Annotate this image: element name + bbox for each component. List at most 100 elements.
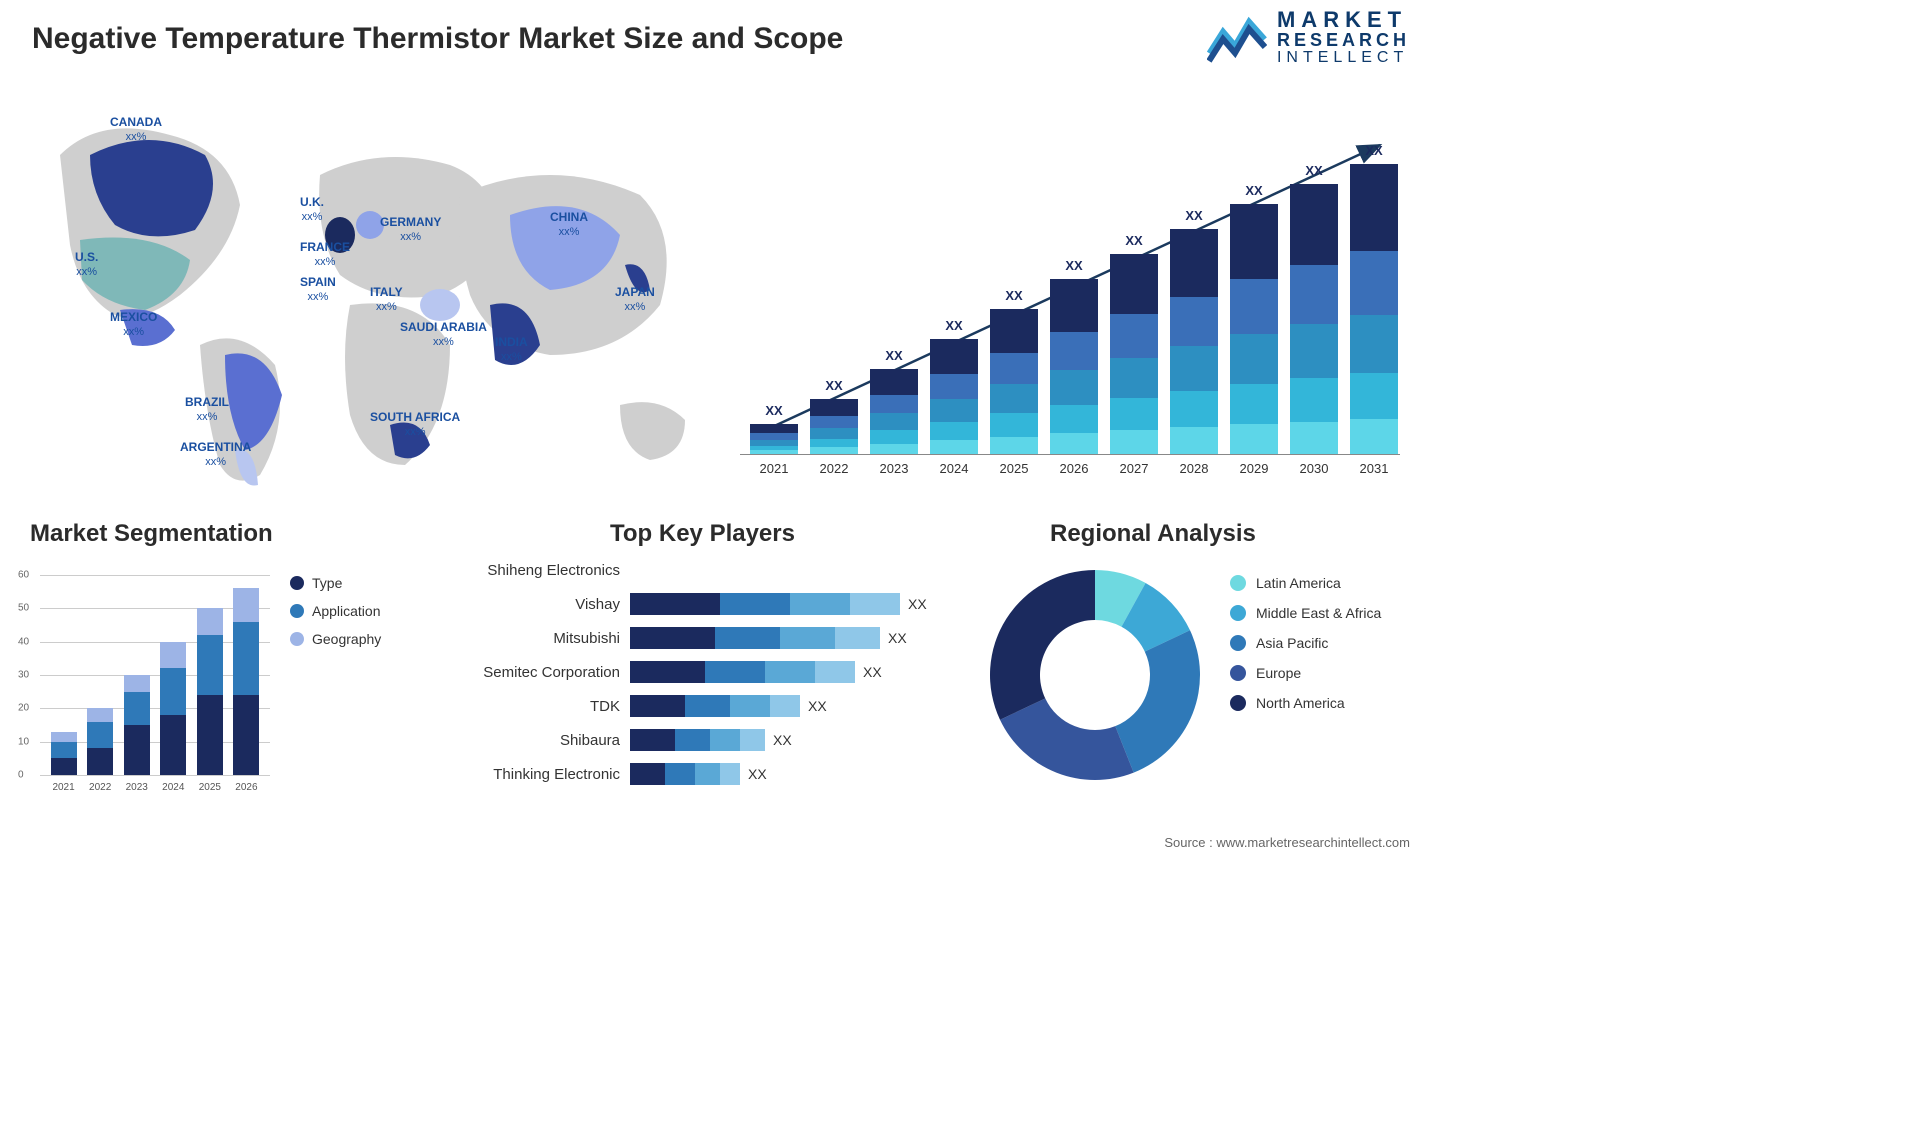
- main-bar: [810, 399, 858, 454]
- kp-label: Vishay: [450, 596, 630, 613]
- brand-logo: MARKET RESEARCH INTELLECT: [1207, 8, 1410, 67]
- kp-bar: [630, 661, 855, 683]
- main-bar-segment: [930, 374, 978, 399]
- kp-label: Thinking Electronic: [450, 766, 630, 783]
- kp-bar-segment: [835, 627, 880, 649]
- main-bar-segment: [1110, 430, 1158, 454]
- map-label: SAUDI ARABIAxx%: [400, 320, 487, 350]
- main-bar-value: XX: [1170, 208, 1218, 223]
- regional-legend: Latin AmericaMiddle East & AfricaAsia Pa…: [1230, 575, 1381, 725]
- kp-bar-segment: [695, 763, 720, 785]
- main-bar-segment: [870, 413, 918, 430]
- donut-slice: [1115, 630, 1200, 772]
- legend-item: Geography: [290, 631, 381, 647]
- seg-bar-segment: [197, 635, 223, 695]
- legend-swatch: [290, 604, 304, 618]
- main-bar-segment: [930, 399, 978, 422]
- map-label: JAPANxx%: [615, 285, 655, 315]
- kp-row: VishayXX: [450, 589, 970, 619]
- source-line: Source : www.marketresearchintellect.com: [1164, 835, 1410, 850]
- seg-bar-segment: [51, 742, 77, 759]
- kp-value: XX: [888, 630, 907, 646]
- kp-value: XX: [863, 664, 882, 680]
- regional-title: Regional Analysis: [1050, 520, 1256, 548]
- map-label: MEXICOxx%: [110, 310, 157, 340]
- seg-bar-segment: [124, 675, 150, 692]
- kp-bar-segment: [665, 763, 695, 785]
- legend-swatch: [1230, 665, 1246, 681]
- main-bar-segment: [1350, 251, 1398, 315]
- main-bar-segment: [870, 444, 918, 454]
- main-bar: [990, 309, 1038, 454]
- kp-label: TDK: [450, 698, 630, 715]
- kp-bar: [630, 763, 740, 785]
- seg-bar: [124, 675, 150, 775]
- map-label: FRANCExx%: [300, 240, 350, 270]
- main-bar-segment: [990, 353, 1038, 385]
- gridline: [40, 775, 270, 776]
- main-bar-segment: [750, 424, 798, 433]
- kp-value: XX: [748, 766, 767, 782]
- main-bar-segment: [870, 369, 918, 395]
- legend-item: North America: [1230, 695, 1381, 711]
- map-label: U.S.xx%: [75, 250, 98, 280]
- kp-row: MitsubishiXX: [450, 623, 970, 653]
- main-bar-segment: [1050, 405, 1098, 433]
- kp-bar: [630, 729, 765, 751]
- map-label: CANADAxx%: [110, 115, 162, 145]
- main-bar-segment: [1110, 314, 1158, 358]
- donut-slice: [990, 570, 1095, 720]
- kp-bar-segment: [815, 661, 855, 683]
- logo-mark-icon: [1207, 11, 1267, 63]
- main-bar-chart: XX2021XX2022XX2023XX2024XX2025XX2026XX20…: [740, 110, 1400, 480]
- main-bar: [1290, 184, 1338, 454]
- seg-bar-year: 2026: [233, 782, 259, 793]
- kp-row: Semitec Corporation XX: [450, 657, 970, 687]
- map-label: SOUTH AFRICAxx%: [370, 410, 460, 440]
- main-bar-segment: [1110, 398, 1158, 430]
- map-label: ARGENTINAxx%: [180, 440, 251, 470]
- seg-bar-segment: [233, 695, 259, 775]
- main-bar: [1050, 279, 1098, 454]
- kp-label: Semitec Corporation: [450, 664, 630, 681]
- legend-item: Type: [290, 575, 381, 591]
- legend-item: Application: [290, 603, 381, 619]
- main-bar: [750, 424, 798, 454]
- legend-label: Application: [312, 603, 381, 619]
- main-bar-segment: [1230, 279, 1278, 334]
- main-bar-value: XX: [930, 318, 978, 333]
- kp-bar-segment: [630, 661, 705, 683]
- seg-bar-segment: [160, 715, 186, 775]
- seg-bar-segment: [233, 622, 259, 695]
- seg-bar-segment: [51, 732, 77, 742]
- main-bar-segment: [810, 447, 858, 454]
- main-bar-segment: [1110, 358, 1158, 398]
- kp-value: XX: [773, 732, 792, 748]
- main-bar-segment: [750, 433, 798, 440]
- main-bar: [870, 369, 918, 454]
- main-bar-segment: [1050, 332, 1098, 371]
- kp-bar: [630, 695, 800, 717]
- legend-item: Latin America: [1230, 575, 1381, 591]
- kp-bar-segment: [630, 695, 685, 717]
- legend-label: Europe: [1256, 665, 1301, 681]
- main-bar-year: 2030: [1290, 461, 1338, 476]
- kp-bar-segment: [630, 593, 720, 615]
- legend-item: Europe: [1230, 665, 1381, 681]
- logo-text-1: MARKET: [1277, 8, 1410, 31]
- main-bar-segment: [810, 439, 858, 448]
- kp-bar-segment: [770, 695, 800, 717]
- main-bar-year: 2023: [870, 461, 918, 476]
- kp-bar-segment: [705, 661, 765, 683]
- main-bar: [1230, 204, 1278, 454]
- kp-label: Shiheng Electronics: [450, 562, 630, 579]
- kp-bar-segment: [740, 729, 765, 751]
- seg-bar-segment: [87, 708, 113, 721]
- legend-swatch: [1230, 605, 1246, 621]
- main-bar-segment: [1230, 424, 1278, 454]
- legend-swatch: [1230, 695, 1246, 711]
- main-bar-segment: [1290, 324, 1338, 378]
- legend-label: Type: [312, 575, 342, 591]
- kp-bar-segment: [630, 729, 675, 751]
- main-bar-segment: [1350, 373, 1398, 419]
